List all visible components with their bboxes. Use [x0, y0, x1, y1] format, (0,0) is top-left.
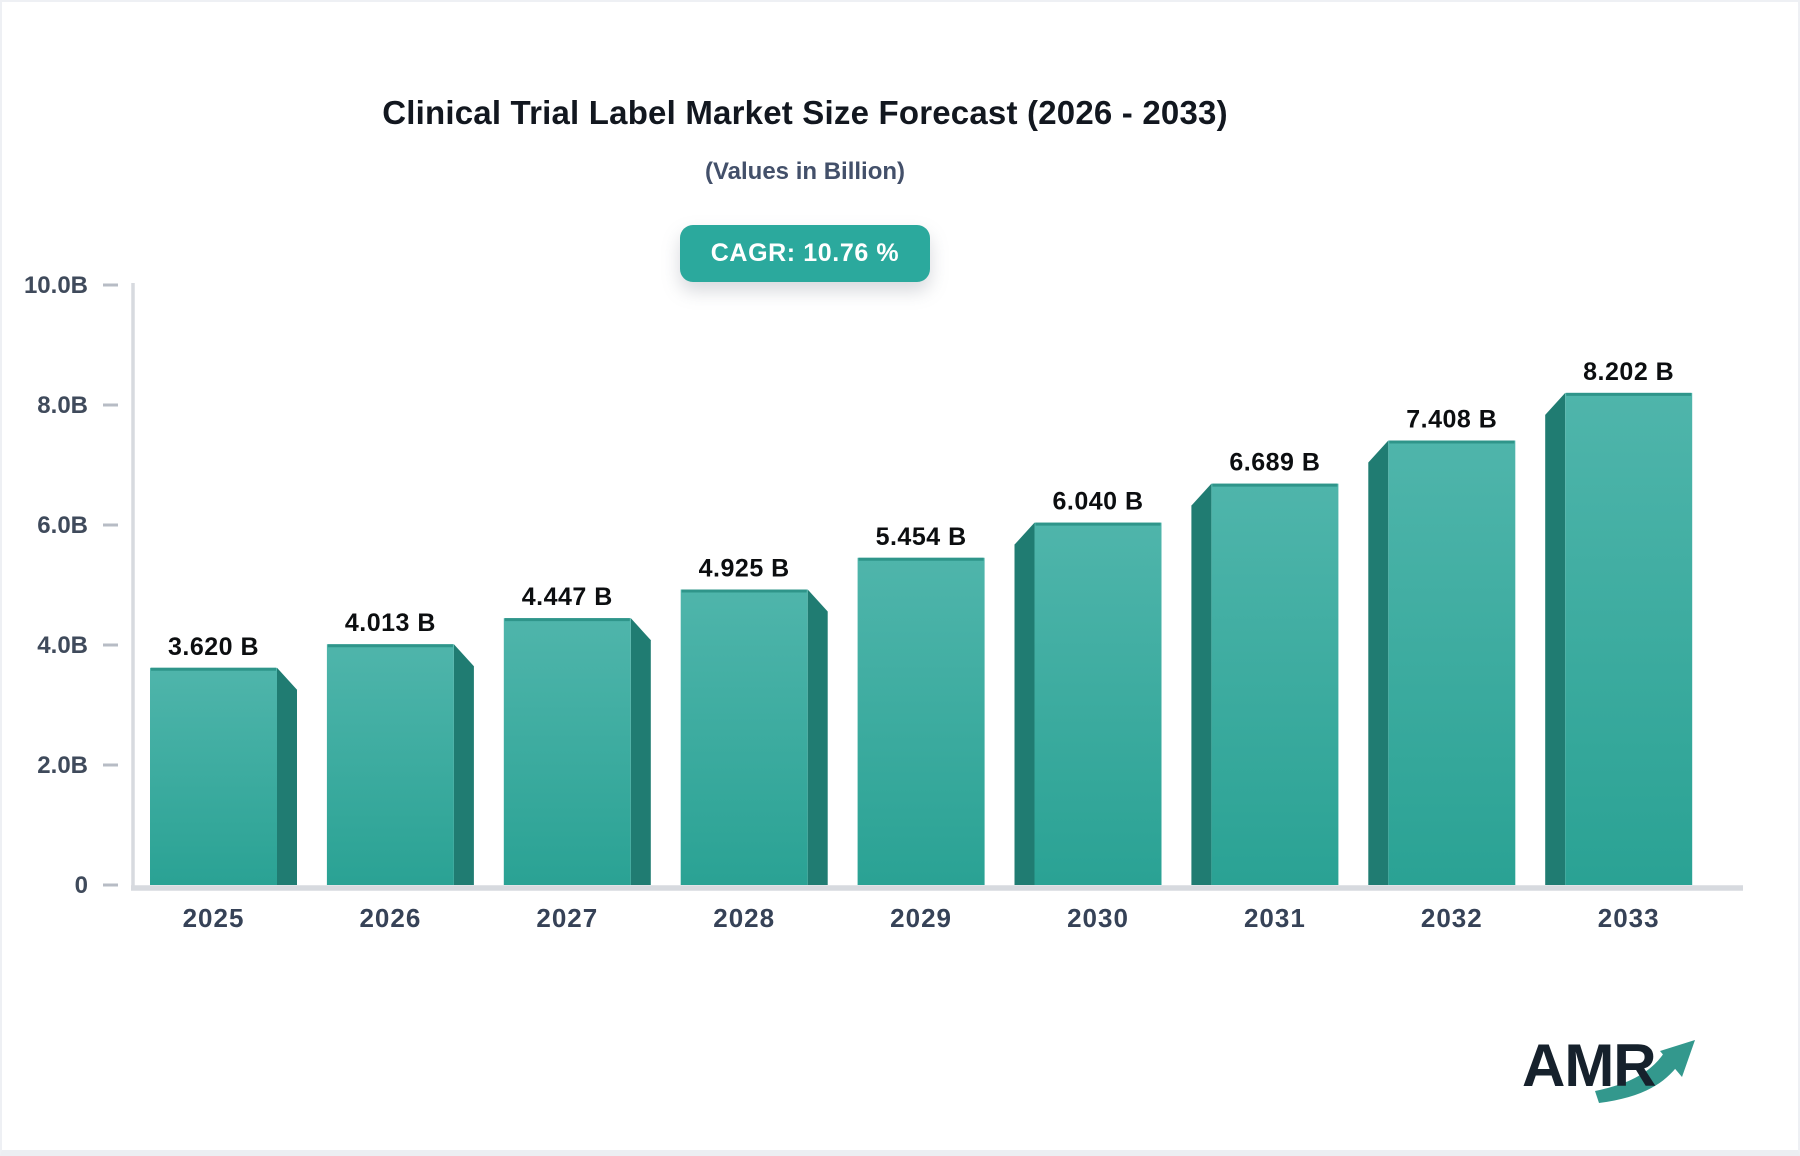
bar-front-face: [1388, 440, 1516, 885]
bar-front-face: [1565, 392, 1693, 885]
x-axis-year-label: 2031: [1244, 903, 1306, 933]
x-axis-year-label: 2033: [1598, 903, 1660, 933]
bar-group-2032: 7.408 B 2032: [1368, 406, 1516, 933]
bar-front-face: [857, 557, 985, 885]
x-axis-year-label: 2028: [713, 903, 775, 933]
bar-group-2031: 6.689 B 2031: [1191, 449, 1339, 933]
bar-front-face: [1034, 522, 1162, 885]
bar-side-face: [1014, 522, 1035, 885]
growth-arrow-swoosh-icon: [1595, 1053, 1679, 1103]
x-axis-year-label: 2026: [359, 903, 421, 933]
bar-group-2029: 5.454 B 2029: [857, 523, 985, 933]
x-axis-year-label: 2029: [890, 903, 952, 933]
y-tick-label: 4.0B: [37, 632, 88, 659]
bar-value-label: 6.689 B: [1229, 449, 1320, 477]
bar-side-face: [1545, 392, 1566, 885]
plot-area: 0 2.0B 4.0B 6.0B 8.0B 10.0B 3.620 B 2025 4.013 B…: [24, 272, 1743, 933]
bar-value-label: 7.408 B: [1406, 406, 1497, 434]
bar-group-2028: 4.925 B 2028: [680, 555, 828, 933]
chart-title: Clinical Trial Label Market Size Forecas…: [382, 94, 1228, 131]
y-tick-label: 2.0B: [37, 752, 88, 779]
x-axis-year-label: 2025: [183, 903, 245, 933]
x-axis-year-label: 2027: [536, 903, 598, 933]
bar-group-2030: 6.040 B 2030: [1014, 488, 1162, 933]
x-axis-year-label: 2032: [1421, 903, 1483, 933]
bar-front-face: [150, 667, 277, 885]
cagr-badge: CAGR: 10.76 %: [680, 225, 930, 282]
bar-value-label: 4.447 B: [522, 583, 613, 611]
bar-group-2026: 4.013 B 2026: [326, 609, 474, 933]
bar-value-label: 4.013 B: [345, 609, 436, 637]
growth-arrow-head-icon: [1660, 1040, 1695, 1077]
bar-value-label: 8.202 B: [1583, 358, 1674, 386]
bar-side-face: [630, 618, 651, 885]
y-tick-label: 8.0B: [37, 392, 88, 419]
chart-subtitle: (Values in Billion): [704, 158, 906, 185]
bar-side-face: [277, 667, 297, 885]
y-tick-label: 10.0B: [24, 272, 88, 299]
bar-front-face: [503, 618, 631, 885]
y-tick-label: 0: [75, 872, 88, 899]
bar-front-face: [1211, 483, 1339, 885]
amr-logo: AMR: [1522, 1032, 1695, 1103]
bar-group-2027: 4.447 B 2027: [503, 583, 651, 933]
y-tick-label: 6.0B: [37, 512, 88, 539]
bar-side-face: [1368, 440, 1389, 885]
bar-front-face: [680, 589, 808, 885]
bar-value-label: 5.454 B: [876, 523, 967, 551]
cagr-badge-label: CAGR: 10.76 %: [710, 239, 900, 267]
bar-group-2033: 8.202 B 2033: [1545, 358, 1693, 933]
bar-value-label: 6.040 B: [1052, 488, 1143, 516]
bar-front-face: [326, 644, 454, 885]
bar-value-label: 4.925 B: [699, 555, 790, 583]
bar-side-face: [453, 644, 474, 885]
bar-side-face: [1191, 483, 1212, 885]
bar-group-2025: 3.620 B 2025: [150, 633, 297, 933]
x-axis-year-label: 2030: [1067, 903, 1129, 933]
bar-side-face: [807, 589, 828, 885]
amr-logo-text: AMR: [1522, 1032, 1656, 1099]
bar-value-label: 3.620 B: [168, 633, 259, 661]
